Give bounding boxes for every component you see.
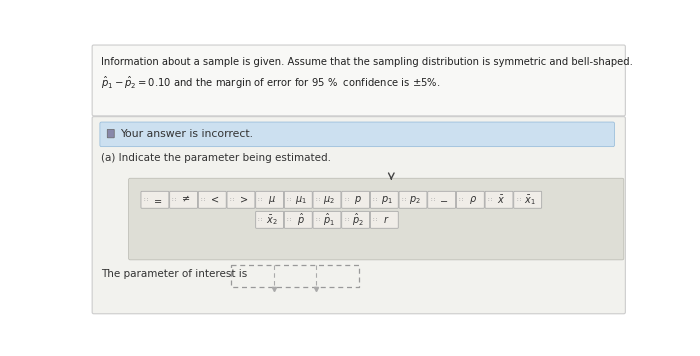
Text: ∷: ∷ xyxy=(287,197,291,203)
FancyBboxPatch shape xyxy=(256,211,284,228)
Text: ∷: ∷ xyxy=(516,197,521,203)
Text: ∷: ∷ xyxy=(373,197,377,203)
Text: Your answer is incorrect.: Your answer is incorrect. xyxy=(120,129,253,139)
Text: Information about a sample is given. Assume that the sampling distribution is sy: Information about a sample is given. Ass… xyxy=(102,57,634,67)
Text: ∷: ∷ xyxy=(458,197,463,203)
FancyBboxPatch shape xyxy=(342,191,370,208)
Text: $\hat{p}$: $\hat{p}$ xyxy=(297,212,304,228)
FancyBboxPatch shape xyxy=(456,191,484,208)
FancyBboxPatch shape xyxy=(227,191,255,208)
Text: ∷: ∷ xyxy=(344,197,349,203)
Text: ∷: ∷ xyxy=(402,197,406,203)
Text: $p_2$: $p_2$ xyxy=(410,194,421,206)
FancyBboxPatch shape xyxy=(169,191,197,208)
Text: ∷: ∷ xyxy=(316,217,320,223)
FancyBboxPatch shape xyxy=(92,117,625,314)
Text: $\hat{p}_1 - \hat{p}_2 = 0.10$ and the margin of error for 95 %  confidence is $: $\hat{p}_1 - \hat{p}_2 = 0.10$ and the m… xyxy=(102,75,441,91)
FancyBboxPatch shape xyxy=(256,191,284,208)
Text: $\rho$: $\rho$ xyxy=(468,194,477,206)
Text: The parameter of interest is: The parameter of interest is xyxy=(102,269,248,279)
Text: $p$: $p$ xyxy=(354,194,362,206)
Text: ∷: ∷ xyxy=(144,197,148,203)
Text: $<$: $<$ xyxy=(209,195,220,205)
FancyBboxPatch shape xyxy=(370,191,398,208)
Text: $\bar{x}$: $\bar{x}$ xyxy=(497,194,505,206)
FancyBboxPatch shape xyxy=(92,45,625,116)
Text: ∷: ∷ xyxy=(258,197,262,203)
FancyBboxPatch shape xyxy=(313,191,341,208)
FancyBboxPatch shape xyxy=(129,178,624,260)
Text: $\neq$: $\neq$ xyxy=(181,195,191,205)
Text: $\bar{x}_1$: $\bar{x}_1$ xyxy=(524,193,536,207)
FancyBboxPatch shape xyxy=(107,129,114,138)
FancyBboxPatch shape xyxy=(198,191,226,208)
Text: ∷: ∷ xyxy=(230,197,234,203)
Text: $\mu_1$: $\mu_1$ xyxy=(295,194,307,206)
Text: ∷: ∷ xyxy=(287,217,291,223)
Text: ∷: ∷ xyxy=(430,197,435,203)
Text: $p_1$: $p_1$ xyxy=(381,194,393,206)
Text: ∷: ∷ xyxy=(487,197,492,203)
Text: ∷: ∷ xyxy=(373,217,377,223)
FancyBboxPatch shape xyxy=(342,211,370,228)
FancyBboxPatch shape xyxy=(100,122,615,147)
Text: ∷: ∷ xyxy=(344,217,349,223)
Text: $-$: $-$ xyxy=(440,195,449,205)
Text: $>$: $>$ xyxy=(238,195,248,205)
FancyBboxPatch shape xyxy=(313,211,341,228)
FancyBboxPatch shape xyxy=(399,191,427,208)
FancyBboxPatch shape xyxy=(485,191,513,208)
FancyBboxPatch shape xyxy=(428,191,456,208)
Text: ∷: ∷ xyxy=(201,197,205,203)
Text: $\hat{p}_1$: $\hat{p}_1$ xyxy=(323,212,335,228)
FancyBboxPatch shape xyxy=(514,191,542,208)
FancyBboxPatch shape xyxy=(370,211,398,228)
Text: ∷: ∷ xyxy=(258,217,262,223)
Text: $\hat{p}_2$: $\hat{p}_2$ xyxy=(352,212,364,228)
Text: $\mu_2$: $\mu_2$ xyxy=(323,194,335,206)
Text: $=$: $=$ xyxy=(152,195,163,205)
Text: ∷: ∷ xyxy=(316,197,320,203)
Text: $\bar{x}_2$: $\bar{x}_2$ xyxy=(266,213,278,227)
Text: $r$: $r$ xyxy=(384,214,390,225)
Text: ∷: ∷ xyxy=(172,197,176,203)
FancyBboxPatch shape xyxy=(284,191,312,208)
Text: $\mu$: $\mu$ xyxy=(268,194,276,206)
FancyBboxPatch shape xyxy=(141,191,169,208)
FancyBboxPatch shape xyxy=(284,211,312,228)
Text: (a) Indicate the parameter being estimated.: (a) Indicate the parameter being estimat… xyxy=(102,153,332,163)
